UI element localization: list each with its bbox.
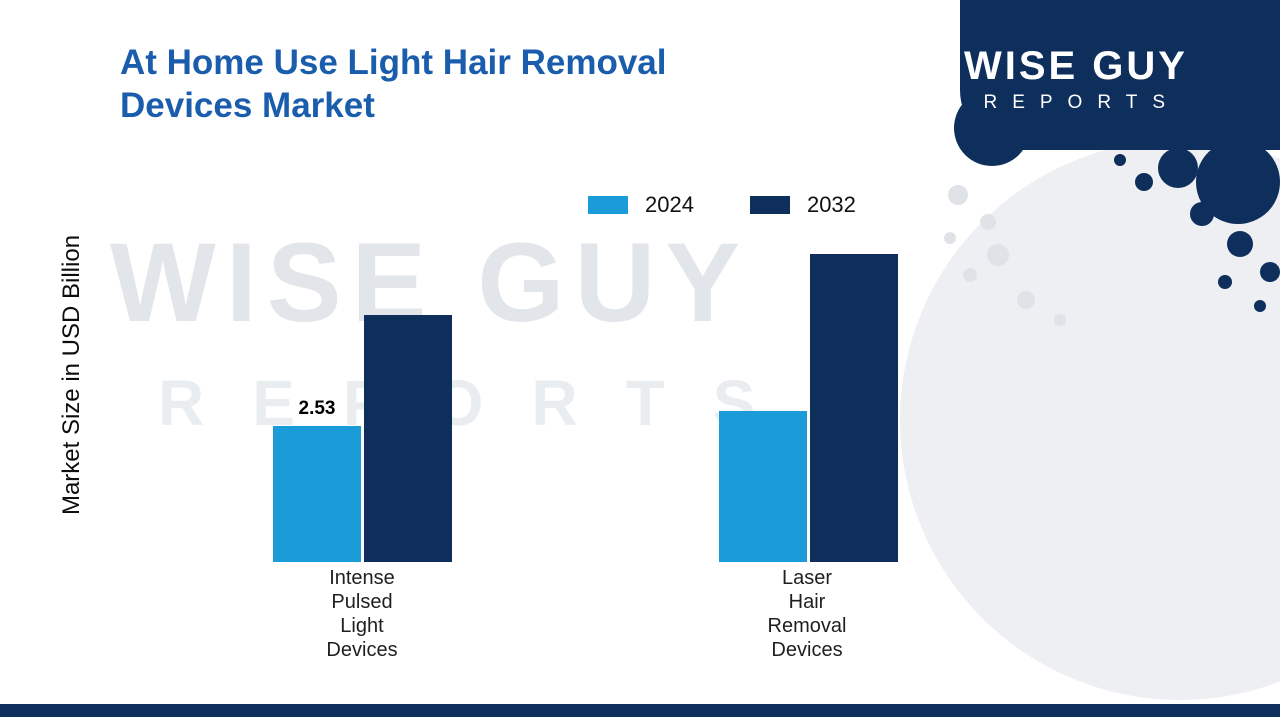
bar-ipl-2032 (364, 315, 452, 562)
brand-logo-name: WISE GUY (963, 44, 1188, 88)
bar-column (719, 411, 807, 562)
bar-group-intense-pulsed-light: 2.53 (273, 315, 452, 562)
plot-area: 2.53 (0, 240, 1280, 562)
bar-laser-2032 (810, 254, 898, 562)
bar-value-label: 2.53 (298, 398, 336, 419)
bar-column (810, 254, 898, 562)
legend-item-2024: 2024 (588, 192, 694, 218)
category-label-laser-hair-removal: Laser Hair Removal Devices (767, 567, 847, 661)
legend-swatch-2032 (749, 196, 790, 214)
legend-label-2032: 2032 (806, 192, 856, 217)
bar-laser-2024 (719, 411, 807, 562)
legend-label-2024: 2024 (645, 192, 694, 217)
chart-legend: 2024 2032 (588, 192, 856, 218)
bar-group-laser-hair-removal (719, 254, 898, 562)
brand-logo-sub: REPORTS (983, 92, 1180, 113)
legend-item-2032: 2032 (749, 192, 856, 218)
legend-swatch-2024 (588, 196, 628, 214)
category-label-intense-pulsed-light: Intense Pulsed Light Devices (326, 567, 398, 661)
bar-column: 2.53 (273, 398, 361, 562)
watermark-reports-text: REPORTS (158, 367, 804, 439)
footer-accent-bar (0, 704, 1280, 717)
bar-ipl-2024 (273, 426, 361, 562)
logo-blob-graphic (944, 0, 1280, 326)
bar-column (364, 315, 452, 562)
page-title: At Home Use Light Hair Removal Devices M… (120, 43, 667, 125)
